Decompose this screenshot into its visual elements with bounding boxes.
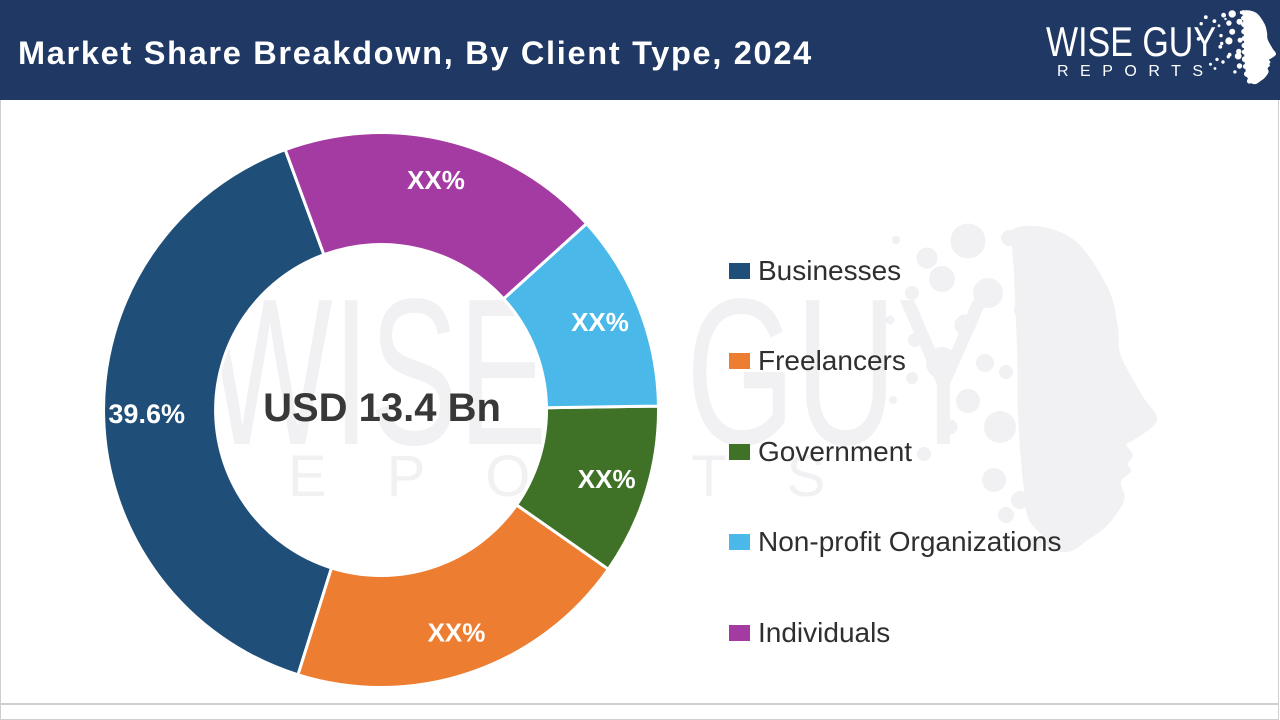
svg-text:39.6%: 39.6% bbox=[108, 399, 185, 429]
svg-text:XX%: XX% bbox=[578, 464, 636, 494]
svg-text:XX%: XX% bbox=[428, 618, 486, 648]
svg-text:XX%: XX% bbox=[571, 307, 629, 337]
svg-text:USD 13.4 Bn: USD 13.4 Bn bbox=[263, 386, 501, 430]
svg-text:REPORTS: REPORTS bbox=[1057, 63, 1215, 80]
svg-text:WISE GUY: WISE GUY bbox=[1046, 19, 1216, 66]
svg-text:XX%: XX% bbox=[407, 165, 465, 195]
